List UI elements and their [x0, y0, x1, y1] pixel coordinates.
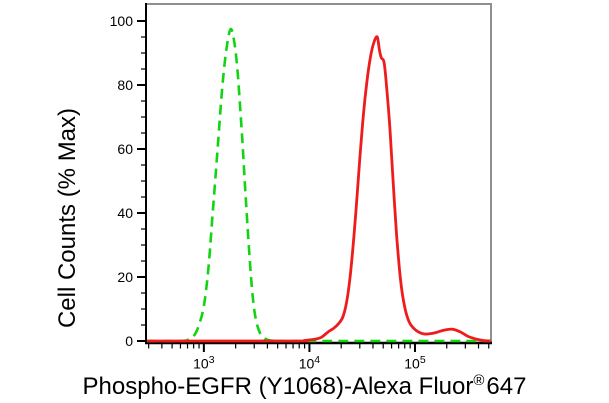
- registered-trademark-icon: ®: [473, 372, 485, 389]
- x-tick-label-1e5: 105: [404, 354, 426, 372]
- x-tick-label-1e3: 103: [193, 354, 215, 372]
- x-axis-title-suffix: 647: [486, 373, 527, 400]
- y-tick-label-0: 0: [125, 333, 133, 349]
- y-tick-label-20: 20: [117, 269, 133, 285]
- x-tick-label-1e4: 104: [298, 354, 321, 372]
- y-tick-label-100: 100: [109, 13, 133, 29]
- x-axis-title: Phospho-EGFR (Y1068)-Alexa Fluor®647: [0, 372, 609, 401]
- phospho-egfr-stained-curve: [147, 35, 491, 343]
- control-curve: [147, 27, 491, 343]
- y-axis-title: Cell Counts (% Max): [54, 107, 81, 329]
- y-tick-label-60: 60: [117, 141, 133, 157]
- y-tick-label-40: 40: [117, 205, 133, 221]
- x-axis-title-main: Phospho-EGFR (Y1068)-Alexa Fluor: [82, 373, 474, 400]
- y-tick-label-80: 80: [117, 77, 133, 93]
